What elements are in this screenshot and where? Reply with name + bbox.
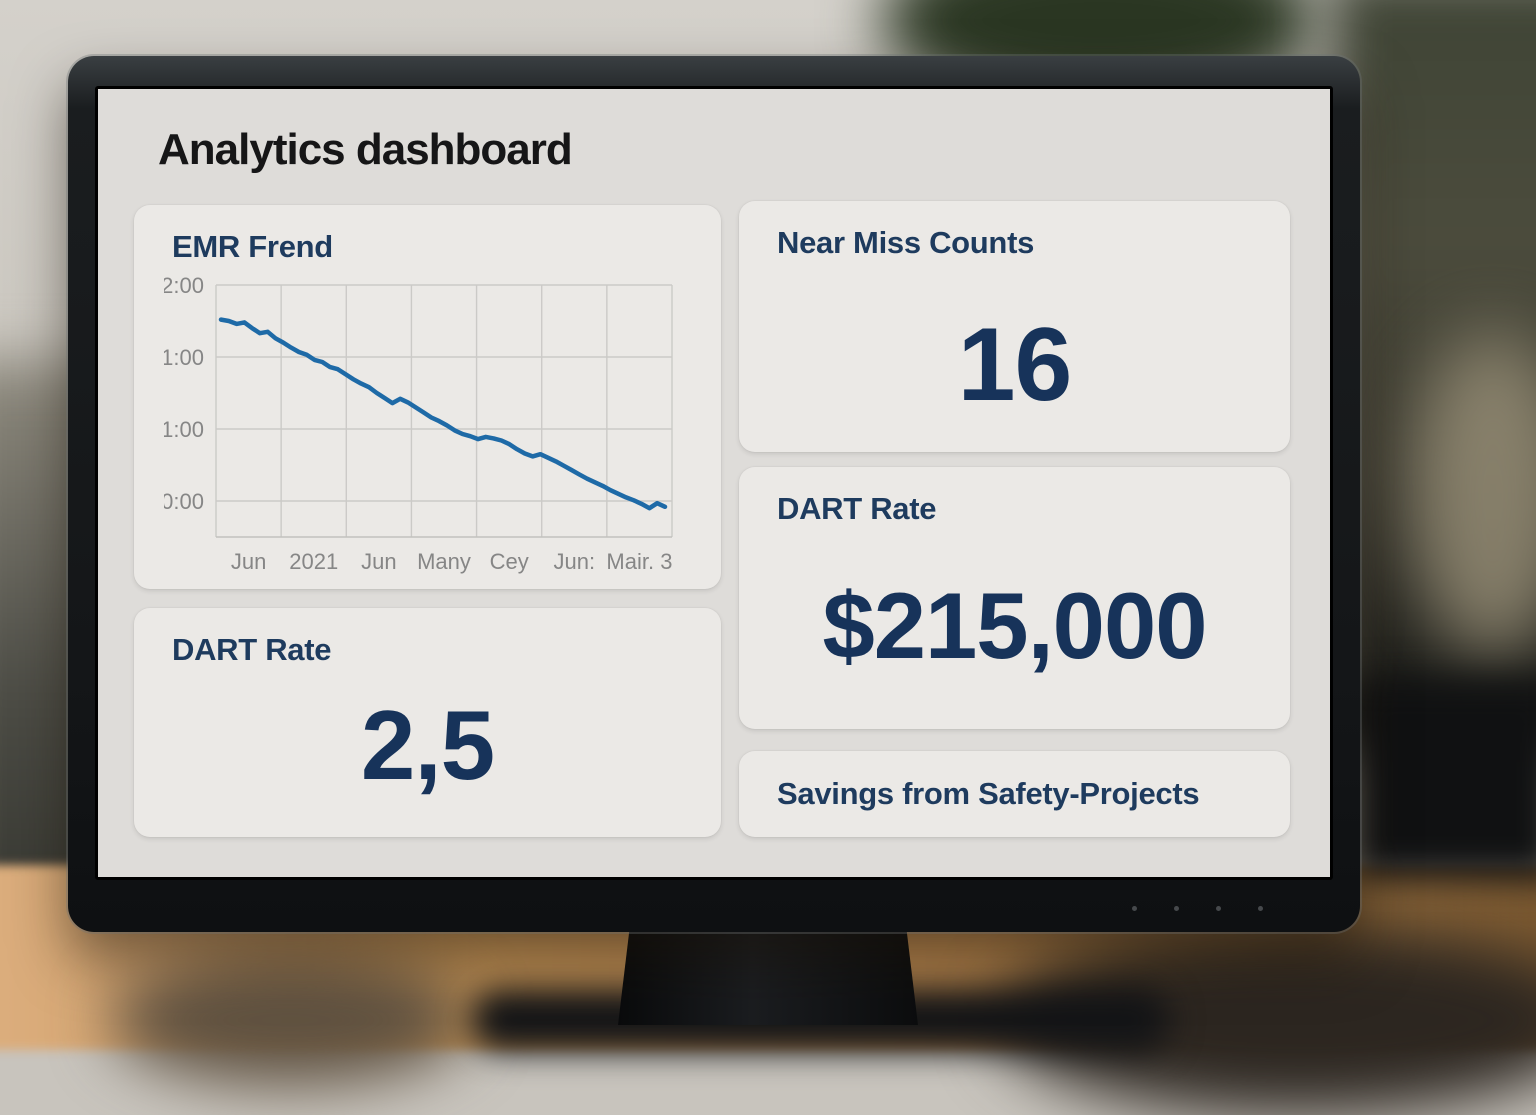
dashboard-screen: Analytics dashboard EMR Frend 2:00 1:00 1:… — [95, 86, 1333, 880]
savings-card[interactable]: Savings from Safety-Projects — [739, 751, 1290, 837]
near-miss-card[interactable]: Near Miss Counts 16 — [739, 201, 1290, 452]
svg-text:Many: Many — [417, 549, 471, 574]
svg-text:0:00: 0:00 — [164, 489, 204, 514]
card-title: Near Miss Counts — [777, 225, 1035, 260]
dart-rate-card[interactable]: DART Rate 2,5 — [134, 608, 721, 837]
svg-text:2021: 2021 — [289, 549, 338, 574]
card-title: DART Rate — [777, 491, 937, 526]
emr-trend-card[interactable]: EMR Frend 2:00 1:00 1:00 0:00 Jun 2021 Jun Many… — [134, 205, 721, 589]
monitor-button-dot — [1132, 906, 1137, 911]
kpi-value: 16 — [957, 307, 1073, 423]
monitor-stand-neck — [618, 925, 918, 1025]
svg-text:1:00: 1:00 — [164, 417, 204, 442]
kpi-value: $215,000 — [822, 573, 1207, 678]
background-right-highlight — [1408, 330, 1536, 660]
monitor-button-dot — [1174, 906, 1179, 911]
monitor-button-dot — [1258, 906, 1263, 911]
page-title: Analytics dashboard — [158, 125, 573, 174]
svg-text:1:00: 1:00 — [164, 345, 204, 370]
emr-trend-chart: 2:00 1:00 1:00 0:00 Jun 2021 Jun Many Cey Jun: Mai… — [164, 277, 673, 574]
monitor-button-dot — [1216, 906, 1221, 911]
svg-text:Jun: Jun — [361, 549, 396, 574]
desk-shadow-left — [110, 955, 470, 1085]
svg-text:Mair. 3: Mair. 3 — [606, 549, 672, 574]
background-bottom-right-dark — [1350, 680, 1536, 880]
monitor: Analytics dashboard EMR Frend 2:00 1:00 1:… — [68, 56, 1360, 932]
svg-text:Cey: Cey — [490, 549, 529, 574]
card-title: EMR Frend — [172, 229, 333, 264]
dart-money-card[interactable]: DART Rate $215,000 — [739, 467, 1290, 729]
kpi-value: 2,5 — [360, 690, 495, 800]
svg-text:Jun: Jun — [231, 549, 266, 574]
card-title: DART Rate — [172, 632, 332, 667]
svg-text:2:00: 2:00 — [164, 277, 204, 298]
svg-text:Jun:: Jun: — [553, 549, 595, 574]
card-title: Savings from Safety-Projects — [777, 776, 1200, 811]
